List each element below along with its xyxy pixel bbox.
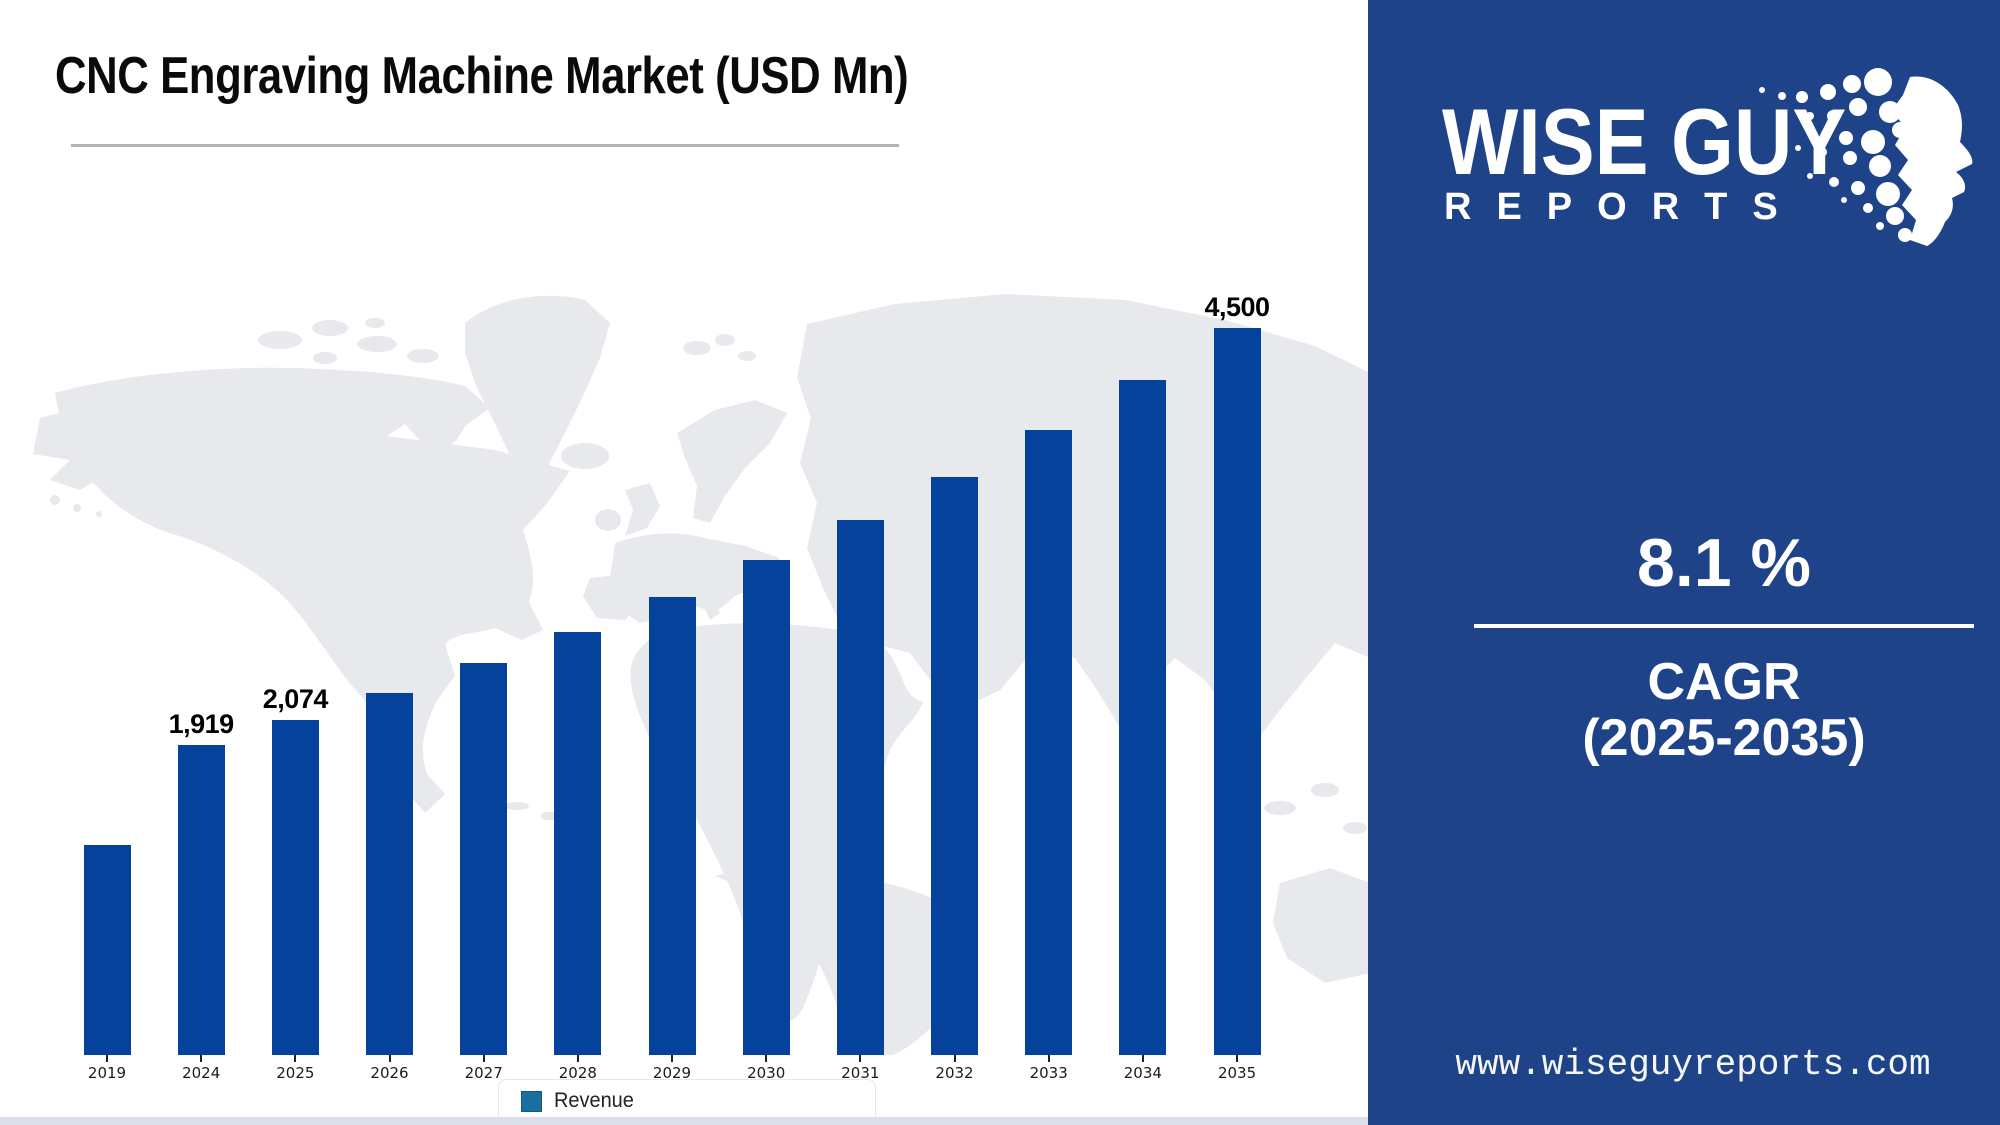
axis-tick-2030 <box>765 1055 768 1062</box>
x-axis-label-2028: 2028 <box>558 1064 597 1082</box>
bar-2030[interactable] <box>742 560 790 1055</box>
axis-tick-2026 <box>388 1055 391 1062</box>
cagr-value: 8.1 % <box>1637 525 1811 601</box>
x-axis-label-2030: 2030 <box>747 1064 786 1082</box>
bar-2033[interactable] <box>1025 430 1073 1055</box>
bar-2029[interactable] <box>648 597 696 1055</box>
x-axis-label-2025: 2025 <box>276 1064 315 1082</box>
logo-head-icon <box>1759 68 1973 247</box>
brand-panel: WISE GUY REPORTS 8.1 % CAGR (2025-2035) <box>1368 0 2000 1125</box>
bar-2026[interactable] <box>366 693 413 1055</box>
axis-tick-2033 <box>1047 1055 1050 1062</box>
bar-2031[interactable] <box>836 520 884 1055</box>
x-axis-label-2029: 2029 <box>652 1064 692 1082</box>
bar-value-label-2025: 2,074 <box>262 684 329 714</box>
cagr-divider <box>1474 624 1974 629</box>
x-axis-label-2026: 2026 <box>370 1064 409 1082</box>
x-axis-label-2033: 2033 <box>1029 1064 1068 1082</box>
logo-wordmark-line1: WISE GUY <box>1442 89 1847 194</box>
cagr-label: CAGR (2025-2035) <box>1474 654 1974 766</box>
x-axis-label-2027: 2027 <box>464 1064 503 1082</box>
website-url[interactable]: www.wiseguyreports.com <box>1455 1044 1931 1085</box>
axis-tick-2027 <box>482 1055 485 1062</box>
axis-tick-2031 <box>859 1055 862 1062</box>
bar-2034[interactable] <box>1119 380 1167 1055</box>
axis-tick-2025 <box>294 1055 297 1062</box>
bar-2019[interactable] <box>83 845 131 1055</box>
chart-section: CNC Engraving Machine Market (USD Mn) <box>0 47 1368 1125</box>
legend-swatch-revenue <box>521 1090 542 1112</box>
axis-tick-2019 <box>106 1055 108 1062</box>
axis-tick-2028 <box>576 1055 579 1062</box>
bar-2027[interactable] <box>460 663 508 1055</box>
bar-value-label-2035: 4,500 <box>1204 292 1270 322</box>
cagr-block: 8.1 % CAGR (2025-2035) <box>1474 524 1974 767</box>
axis-tick-2029 <box>671 1055 674 1062</box>
cagr-label-line2: (2025-2035) <box>1582 709 1866 768</box>
bar-2035[interactable] <box>1213 328 1261 1055</box>
chart-title: CNC Engraving Machine Market (USD Mn) <box>55 47 909 105</box>
axis-tick-2032 <box>953 1055 956 1062</box>
bar-2028[interactable] <box>554 632 602 1055</box>
bar-chart: 2019 2024 1,919 2025 2,074 2026 2027 2028 2029 20… <box>83 292 1270 1082</box>
cagr-label-line1: CAGR <box>1647 653 1801 712</box>
bar-value-label-2024: 1,919 <box>168 709 235 739</box>
legend-label-revenue: Revenue <box>554 1089 634 1112</box>
bar-2025[interactable] <box>271 720 319 1055</box>
x-axis-label-2034: 2034 <box>1123 1064 1162 1082</box>
axis-tick-2034 <box>1141 1055 1144 1062</box>
bar-2024[interactable] <box>177 745 225 1055</box>
axis-tick-2024 <box>200 1055 203 1062</box>
axis-tick-2035 <box>1236 1055 1239 1062</box>
x-axis-label-2035: 2035 <box>1217 1064 1257 1082</box>
x-axis-label-2019: 2019 <box>87 1064 127 1082</box>
title-underline <box>71 144 899 147</box>
x-axis-label-2024: 2024 <box>182 1064 221 1082</box>
bottom-strip <box>0 1117 1368 1125</box>
bar-2032[interactable] <box>931 477 979 1055</box>
x-axis-label-2032: 2032 <box>935 1064 974 1082</box>
legend[interactable]: Revenue <box>498 1079 876 1123</box>
logo-wordmark-line2: REPORTS <box>1444 186 1803 228</box>
x-axis-label-2031: 2031 <box>841 1064 880 1082</box>
